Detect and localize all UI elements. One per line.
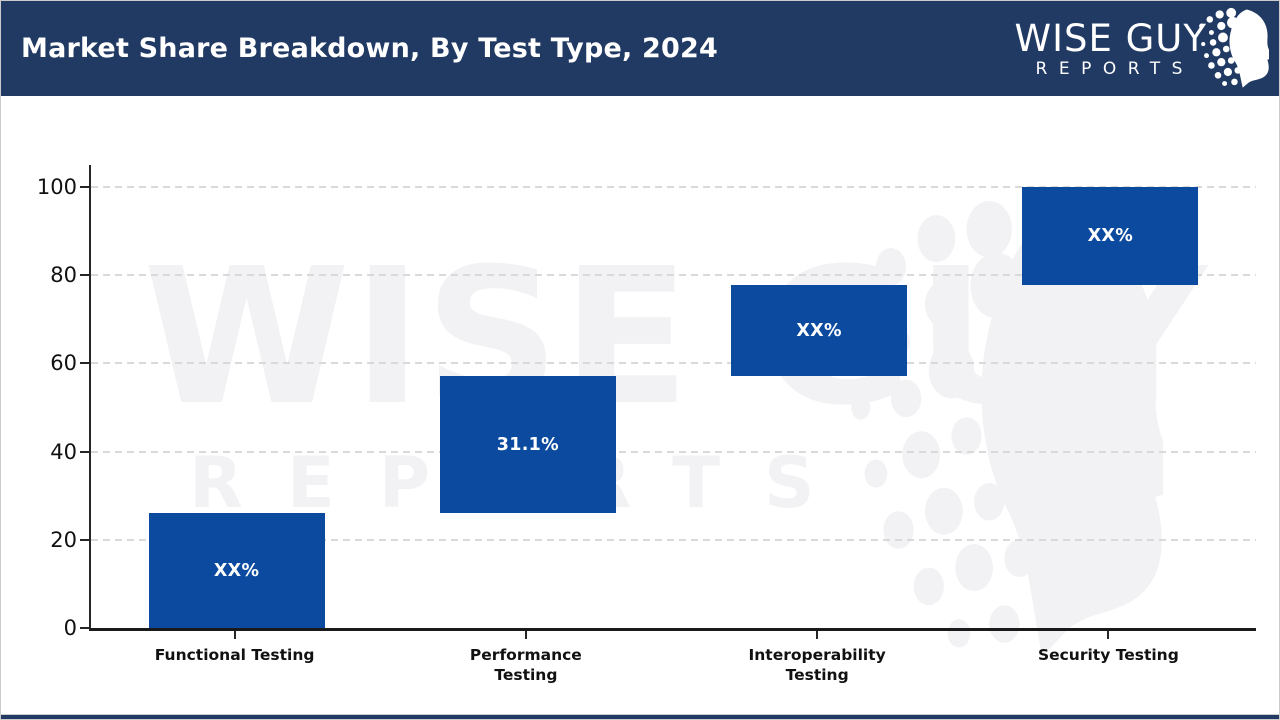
- bar-value-label: XX%: [796, 320, 842, 341]
- bar: XX%: [731, 284, 908, 377]
- gridline: [91, 450, 1256, 453]
- x-tick-mark: [1107, 631, 1110, 639]
- bar-value-label: XX%: [213, 560, 260, 581]
- y-tick-label: 80: [50, 263, 77, 288]
- y-tick-mark: [80, 627, 89, 629]
- logo-wordmark: WISE GUY: [1014, 16, 1207, 60]
- bar: 31.1%: [439, 376, 616, 514]
- x-tick-mark: [524, 631, 527, 639]
- y-tick-mark: [80, 450, 89, 453]
- chart-area: WISE GUY REPORTS XX%31.1%XX%XX% 02040608…: [1, 96, 1279, 717]
- x-category-label: Interoperability Testing: [748, 646, 886, 685]
- wiseguy-logo: WISE GUY REPORTS: [1015, 7, 1269, 91]
- y-tick-mark: [80, 186, 89, 189]
- gridline: [91, 186, 1256, 189]
- gridline: [91, 362, 1256, 365]
- x-category-label: Performance Testing: [469, 646, 582, 685]
- gridline: [91, 274, 1256, 277]
- x-tick-mark: [816, 631, 819, 639]
- y-tick-label: 100: [36, 175, 77, 200]
- logo-subtitle: REPORTS: [1035, 58, 1194, 79]
- y-tick-mark: [80, 538, 89, 541]
- y-tick-label: 40: [50, 439, 77, 464]
- y-tick-label: 0: [63, 616, 77, 640]
- footer-bar: [1, 714, 1279, 719]
- gridline: [91, 538, 1256, 541]
- dotted-profile-head-icon: [1199, 7, 1269, 88]
- watermark-dotted-head-icon: [841, 201, 1163, 657]
- x-category-label: Functional Testing: [154, 646, 315, 664]
- y-tick-label: 60: [50, 351, 77, 376]
- plot-area: XX% 31.1% XX% XX%: [89, 165, 1256, 631]
- x-tick-mark: [233, 631, 236, 639]
- y-tick-label: 20: [50, 527, 77, 552]
- bar: XX%: [148, 513, 325, 628]
- chart-title: Market Share Breakdown, By Test Type, 20…: [21, 33, 719, 64]
- bar: XX%: [1022, 187, 1199, 285]
- bar-value-label: XX%: [1087, 226, 1134, 246]
- y-tick-mark: [80, 274, 89, 277]
- header-bar: Market Share Breakdown, By Test Type, 20…: [1, 1, 1279, 96]
- x-category-label: Security Testing: [1037, 646, 1179, 664]
- bar-value-label: 31.1%: [496, 434, 559, 455]
- y-tick-mark: [80, 362, 89, 365]
